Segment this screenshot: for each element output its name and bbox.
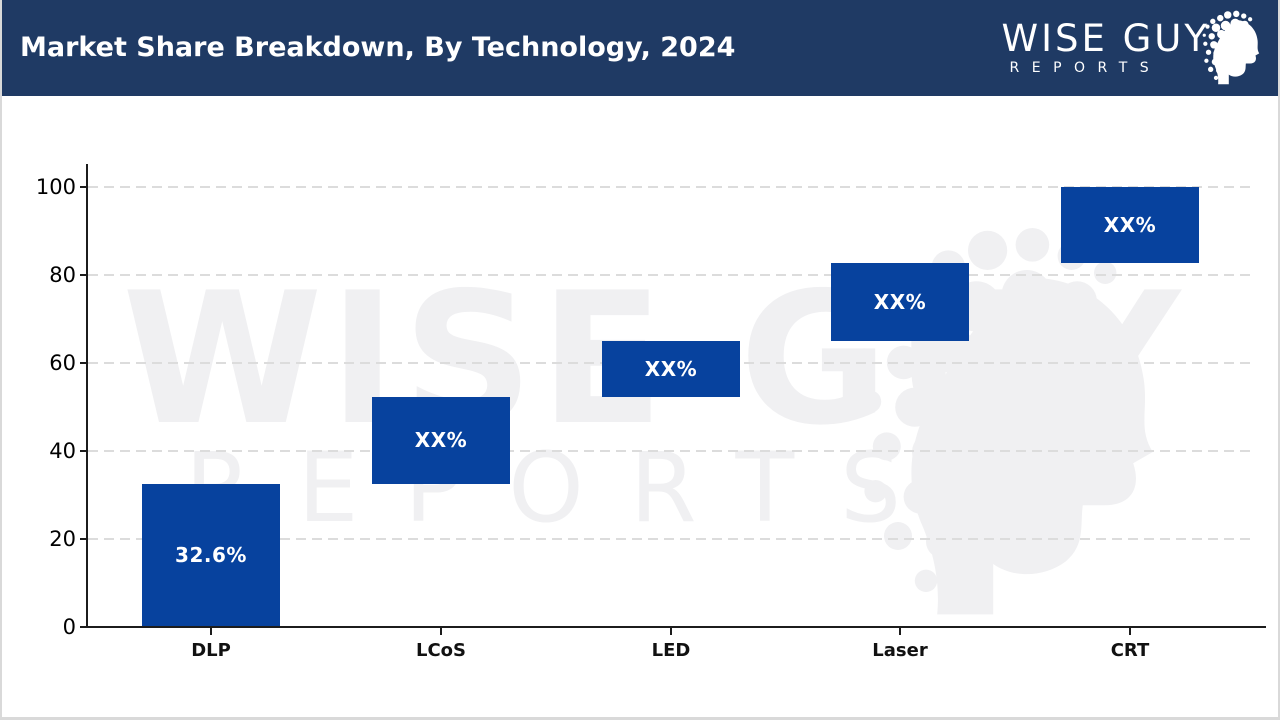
y-tick-label: 0: [62, 615, 76, 639]
y-tick-mark: [80, 186, 88, 188]
y-tick-label: 100: [35, 175, 76, 199]
x-axis-label: DLP: [191, 640, 231, 661]
page-title: Market Share Breakdown, By Technology, 2…: [20, 32, 736, 64]
gridline: [88, 274, 1253, 276]
header-bar: Market Share Breakdown, By Technology, 2…: [0, 0, 1280, 96]
bar-lcos: XX%: [372, 396, 510, 484]
y-tick-mark: [80, 362, 88, 364]
gridline: [88, 538, 1253, 540]
x-tick-mark: [1129, 627, 1131, 635]
y-tick-label: 20: [49, 527, 76, 551]
bar-value-label: XX%: [414, 428, 468, 453]
bar-value-label: XX%: [644, 356, 698, 381]
x-axis-line: [86, 626, 1266, 628]
bar-value-label: XX%: [1103, 213, 1157, 238]
x-axis-label: Laser: [872, 640, 928, 661]
bar-crt: XX%: [1061, 187, 1199, 264]
y-tick-mark: [80, 538, 88, 540]
brand-subtitle: REPORTS: [1009, 60, 1162, 76]
y-tick-mark: [80, 450, 88, 452]
y-tick-mark: [80, 274, 88, 276]
bar-value-label: XX%: [873, 290, 927, 315]
x-tick-mark: [899, 627, 901, 635]
x-tick-mark: [440, 627, 442, 635]
y-tick-label: 40: [49, 439, 76, 463]
brand-head-icon: [1200, 9, 1264, 87]
y-axis-spine: [86, 164, 88, 628]
bar-led: XX%: [602, 341, 740, 397]
y-tick-label: 80: [49, 263, 76, 287]
x-axis-label: LCoS: [415, 640, 466, 661]
x-axis-label: CRT: [1110, 640, 1150, 661]
x-axis-label: LED: [651, 640, 691, 661]
x-tick-mark: [210, 627, 212, 635]
bar-value-label: 32.6%: [175, 543, 247, 568]
x-tick-mark: [670, 627, 672, 635]
bar-dlp: 32.6%: [142, 483, 280, 627]
bar-laser: XX%: [831, 263, 969, 341]
gridline: [88, 450, 1253, 452]
brand-logo-text: WISE GUY REPORTS: [1002, 20, 1210, 76]
gridline: [88, 186, 1253, 188]
y-tick-mark: [80, 626, 88, 628]
brand-logo: WISE GUY REPORTS: [1002, 9, 1264, 87]
brand-name: WISE GUY: [1001, 17, 1210, 60]
y-tick-label: 60: [49, 351, 76, 375]
